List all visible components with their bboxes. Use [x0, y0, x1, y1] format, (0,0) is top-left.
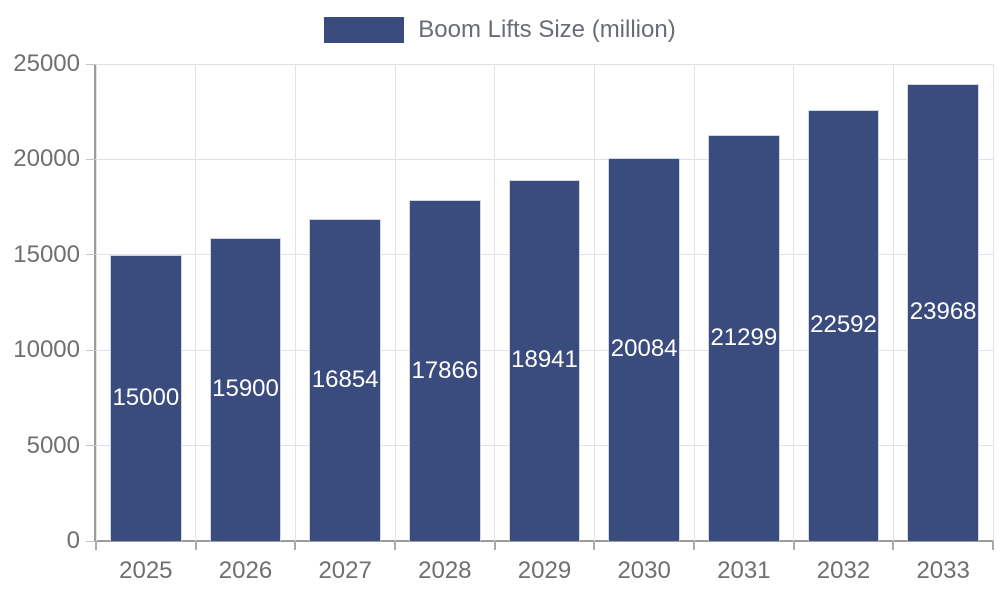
y-gridline — [96, 158, 993, 160]
bar-value-label-2026: 15900 — [212, 375, 279, 403]
x-gridline — [95, 64, 97, 541]
y-tick — [86, 349, 96, 351]
x-gridline — [992, 64, 994, 541]
bar-value-label-2025: 15000 — [112, 383, 180, 411]
x-gridline — [294, 64, 296, 541]
x-tick — [493, 541, 496, 550]
y-gridline — [96, 63, 993, 65]
y-tick — [86, 254, 96, 256]
x-tick-label-2031: 2031 — [717, 557, 771, 584]
bar-value-label-2028: 17866 — [411, 356, 479, 384]
x-tick-label-2033: 2033 — [916, 557, 970, 584]
x-tick — [194, 541, 197, 550]
bar-2027 — [309, 219, 382, 541]
x-gridline — [892, 64, 894, 541]
x-gridline — [195, 64, 197, 541]
x-tick — [95, 541, 97, 550]
y-tick-label: 20000 — [13, 145, 80, 173]
bar-value-label-2032: 22592 — [810, 311, 877, 339]
x-tick-label-2027: 2027 — [318, 557, 372, 584]
bar-2029 — [508, 179, 581, 541]
x-tick — [294, 541, 297, 550]
x-gridline — [693, 64, 695, 541]
x-tick-label-2028: 2028 — [418, 557, 472, 584]
x-tick — [792, 541, 795, 550]
y-tick — [86, 540, 96, 542]
x-tick-label-2025: 2025 — [119, 557, 173, 584]
x-gridline — [394, 64, 396, 541]
bar-value-label-2029: 18941 — [511, 346, 578, 374]
x-gridline — [793, 64, 795, 541]
y-tick — [86, 445, 96, 447]
x-axis-line — [96, 540, 993, 542]
legend-label: Boom Lifts Size (million) — [418, 16, 676, 43]
x-tick-label-2029: 2029 — [517, 557, 572, 584]
y-tick-label: 5000 — [26, 431, 80, 459]
bar-2031 — [707, 134, 780, 541]
legend: Boom Lifts Size (million) — [0, 16, 1000, 44]
x-tick — [394, 541, 396, 550]
y-tick — [86, 158, 96, 160]
bar-value-label-2033: 23968 — [909, 298, 977, 326]
x-tick — [992, 541, 994, 550]
x-tick-label-2032: 2032 — [816, 557, 871, 584]
y-axis-line — [94, 64, 96, 541]
bar-2032 — [807, 109, 880, 541]
x-gridline — [494, 64, 496, 541]
bar-2028 — [408, 200, 481, 541]
plot-area: 0 5000 10000 15000 20000 25000 15000 2025 15900 2… — [13, 50, 994, 584]
y-tick — [86, 63, 96, 65]
y-tick-label: 25000 — [13, 50, 80, 77]
y-tick-label: 15000 — [13, 240, 80, 268]
bar-value-label-2030: 20084 — [610, 335, 678, 363]
x-tick — [693, 541, 695, 550]
y-tick-label: 0 — [66, 527, 80, 554]
bar-2026 — [209, 237, 282, 541]
bar-value-label-2031: 21299 — [710, 323, 778, 351]
x-gridline — [593, 64, 595, 541]
bar-value-label-2027: 16854 — [311, 366, 379, 394]
bar-2033 — [907, 83, 980, 541]
x-tick-label-2030: 2030 — [617, 557, 671, 584]
legend-swatch — [324, 17, 405, 43]
bar-2030 — [608, 157, 681, 541]
x-tick — [593, 541, 596, 550]
bar-2025 — [109, 254, 182, 541]
x-tick-label-2026: 2026 — [218, 557, 273, 584]
legend-item-boom-lifts-size[interactable]: Boom Lifts Size (million) — [324, 16, 676, 44]
y-tick-label: 10000 — [13, 336, 80, 364]
x-tick — [892, 541, 895, 550]
